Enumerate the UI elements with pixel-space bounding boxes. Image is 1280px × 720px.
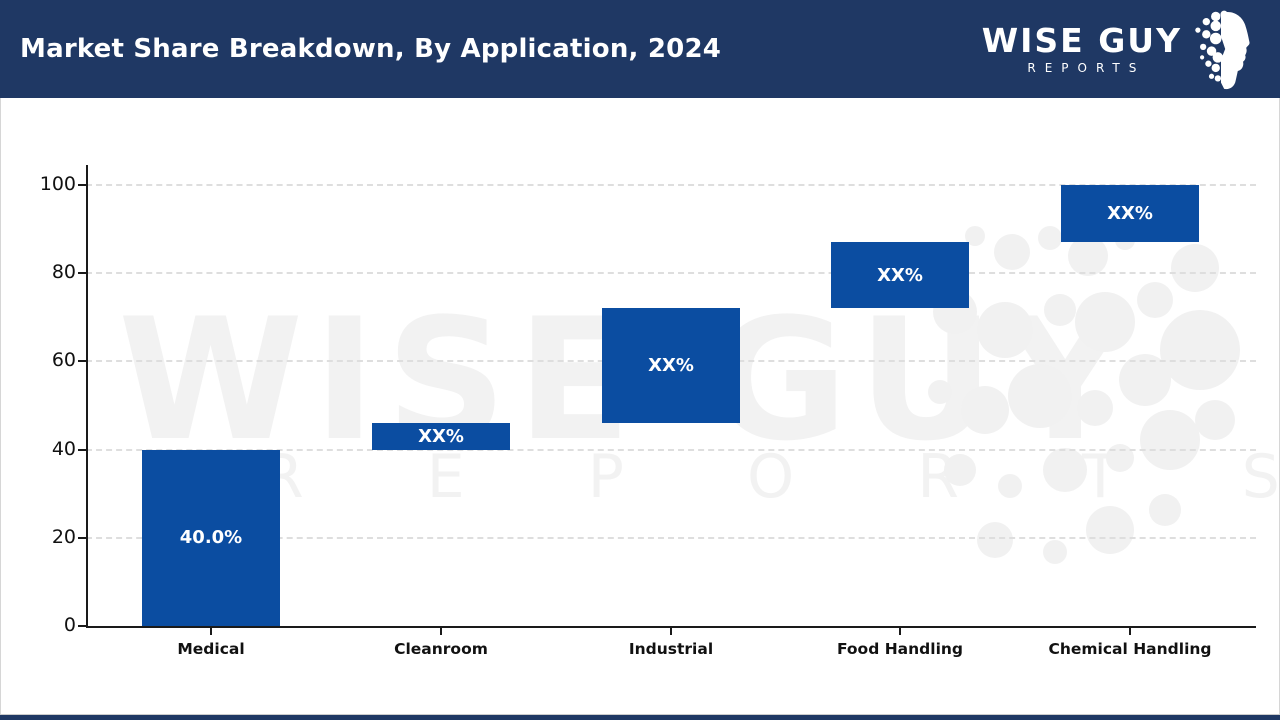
y-tick-label-40: 40 <box>51 437 76 460</box>
gridline-20 <box>86 536 1256 539</box>
watermark-dot <box>1140 410 1200 470</box>
watermark-dot <box>965 226 985 246</box>
brand-name: WISE GUY <box>981 21 1182 60</box>
y-tick-label-60: 60 <box>51 349 76 372</box>
watermark-dot <box>977 302 1033 358</box>
x-tickmark-4 <box>1129 628 1131 635</box>
watermark-dot <box>1043 540 1067 564</box>
watermark-dot <box>1086 506 1134 554</box>
watermark-dot <box>1044 294 1076 326</box>
bar-value-label: XX% <box>648 355 694 377</box>
bar-value-label: XX% <box>877 264 923 286</box>
x-tickmark-2 <box>670 628 672 635</box>
y-tickmark-0 <box>78 625 86 627</box>
watermark-dot <box>994 234 1030 270</box>
watermark-dot <box>1043 448 1087 492</box>
watermark-dot <box>1038 226 1062 250</box>
watermark-dot <box>1077 390 1113 426</box>
y-tickmark-20 <box>78 536 86 539</box>
watermark-dot <box>977 522 1013 558</box>
watermark-dot <box>928 380 952 404</box>
y-tick-label-0: 0 <box>63 614 76 636</box>
footer-bar <box>0 715 1280 720</box>
bar-food-handling: XX% <box>831 242 969 309</box>
y-tick-label-20: 20 <box>51 525 76 548</box>
x-tickmark-1 <box>440 628 442 635</box>
category-label-industrial: Industrial <box>628 640 714 658</box>
gridline-80 <box>86 272 1256 275</box>
category-label-cleanroom: Cleanroom <box>394 640 488 658</box>
watermark-dot <box>1075 292 1135 352</box>
gridline-100 <box>86 184 1256 186</box>
watermark-dot <box>1195 400 1235 440</box>
chart-title: Market Share Breakdown, By Application, … <box>20 34 722 64</box>
watermark-dot <box>944 454 976 486</box>
category-label-chemical-handling: Chemical Handling <box>1048 640 1212 658</box>
bar-industrial: XX% <box>602 308 740 424</box>
bottom-hairline <box>0 714 1280 715</box>
watermark-dot <box>961 386 1009 434</box>
watermark-dot <box>1008 364 1072 428</box>
y-tickmark-60 <box>78 360 86 363</box>
header-bar: Market Share Breakdown, By Application, … <box>0 0 1280 98</box>
bar-value-label: XX% <box>418 425 464 447</box>
watermark-dot <box>1068 236 1108 276</box>
y-axis-line <box>86 165 88 628</box>
x-tickmark-0 <box>210 628 212 635</box>
head-profile-icon <box>1195 10 1250 90</box>
brand-logo: WISE GUY REPORTS <box>982 7 1254 91</box>
bar-cleanroom: XX% <box>372 423 510 450</box>
bar-value-label: XX% <box>1107 203 1153 225</box>
x-tickmark-3 <box>899 628 901 635</box>
brand-logo-text: WISE GUY REPORTS <box>982 24 1182 74</box>
left-border <box>0 98 1 720</box>
watermark-dot <box>1171 244 1219 292</box>
y-tick-label-80: 80 <box>51 261 76 284</box>
y-tickmark-100 <box>78 184 86 186</box>
category-label-medical: Medical <box>177 640 245 658</box>
watermark-dot <box>1149 494 1181 526</box>
y-tickmark-80 <box>78 272 86 275</box>
category-label-food-handling: Food Handling <box>836 640 964 658</box>
watermark-dot <box>1137 282 1173 318</box>
watermark-dot <box>998 474 1022 498</box>
watermark-dot <box>1160 310 1240 390</box>
bar-medical: 40.0% <box>142 449 280 626</box>
bar-value-label: 40.0% <box>179 527 243 549</box>
bar-chemical-handling: XX% <box>1061 185 1199 243</box>
gridline-40 <box>86 448 1256 451</box>
y-tick-label-100: 100 <box>39 173 76 195</box>
x-axis-line <box>86 626 1256 628</box>
brand-subname: REPORTS <box>1027 61 1146 75</box>
y-tickmark-40 <box>78 448 86 451</box>
